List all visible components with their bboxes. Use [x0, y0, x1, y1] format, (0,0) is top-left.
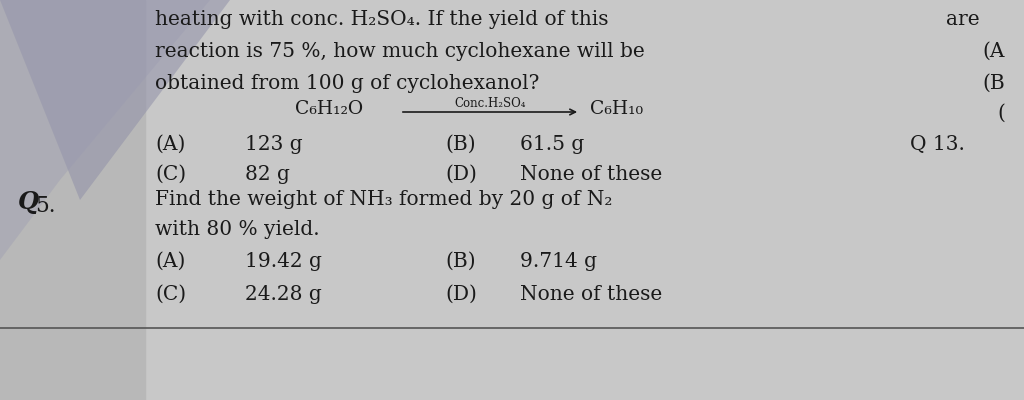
Text: None of these: None of these: [520, 285, 663, 304]
Text: (C): (C): [155, 285, 186, 304]
Bar: [0, 0, 145, 400]
Text: 82 g: 82 g: [245, 165, 290, 184]
Text: Find the weight of NH₃ formed by 20 g of N₂: Find the weight of NH₃ formed by 20 g of…: [155, 190, 612, 209]
Text: (B): (B): [445, 252, 475, 271]
Text: Q 13.: Q 13.: [910, 135, 965, 154]
Text: (: (: [997, 104, 1005, 123]
Text: Conc.H₂SO₄: Conc.H₂SO₄: [455, 97, 525, 110]
Text: (C): (C): [155, 165, 186, 184]
Text: are: are: [946, 10, 980, 29]
Text: (A): (A): [155, 252, 185, 271]
Text: 61.5 g: 61.5 g: [520, 135, 585, 154]
Text: (D): (D): [445, 165, 477, 184]
Text: heating with conc. H₂SO₄. If the yield of this: heating with conc. H₂SO₄. If the yield o…: [155, 10, 608, 29]
Text: 19.42 g: 19.42 g: [245, 252, 322, 271]
Text: (B: (B: [982, 74, 1005, 93]
Text: Q: Q: [18, 190, 39, 214]
Text: 5.: 5.: [35, 195, 55, 217]
Text: (A): (A): [155, 135, 185, 154]
Text: (B): (B): [445, 135, 475, 154]
Text: 9.714 g: 9.714 g: [520, 252, 597, 271]
Text: (D): (D): [445, 285, 477, 304]
Polygon shape: [0, 0, 210, 260]
Text: 24.28 g: 24.28 g: [245, 285, 322, 304]
Text: None of these: None of these: [520, 165, 663, 184]
Text: reaction is 75 %, how much cyclohexane will be: reaction is 75 %, how much cyclohexane w…: [155, 42, 645, 61]
Text: (A: (A: [982, 42, 1005, 61]
Text: with 80 % yield.: with 80 % yield.: [155, 220, 319, 239]
Text: C₆H₁₀: C₆H₁₀: [590, 100, 643, 118]
Text: C₆H₁₂O: C₆H₁₂O: [295, 100, 364, 118]
Polygon shape: [0, 0, 230, 200]
Text: 123 g: 123 g: [245, 135, 303, 154]
Text: obtained from 100 g of cyclohexanol?: obtained from 100 g of cyclohexanol?: [155, 74, 540, 93]
